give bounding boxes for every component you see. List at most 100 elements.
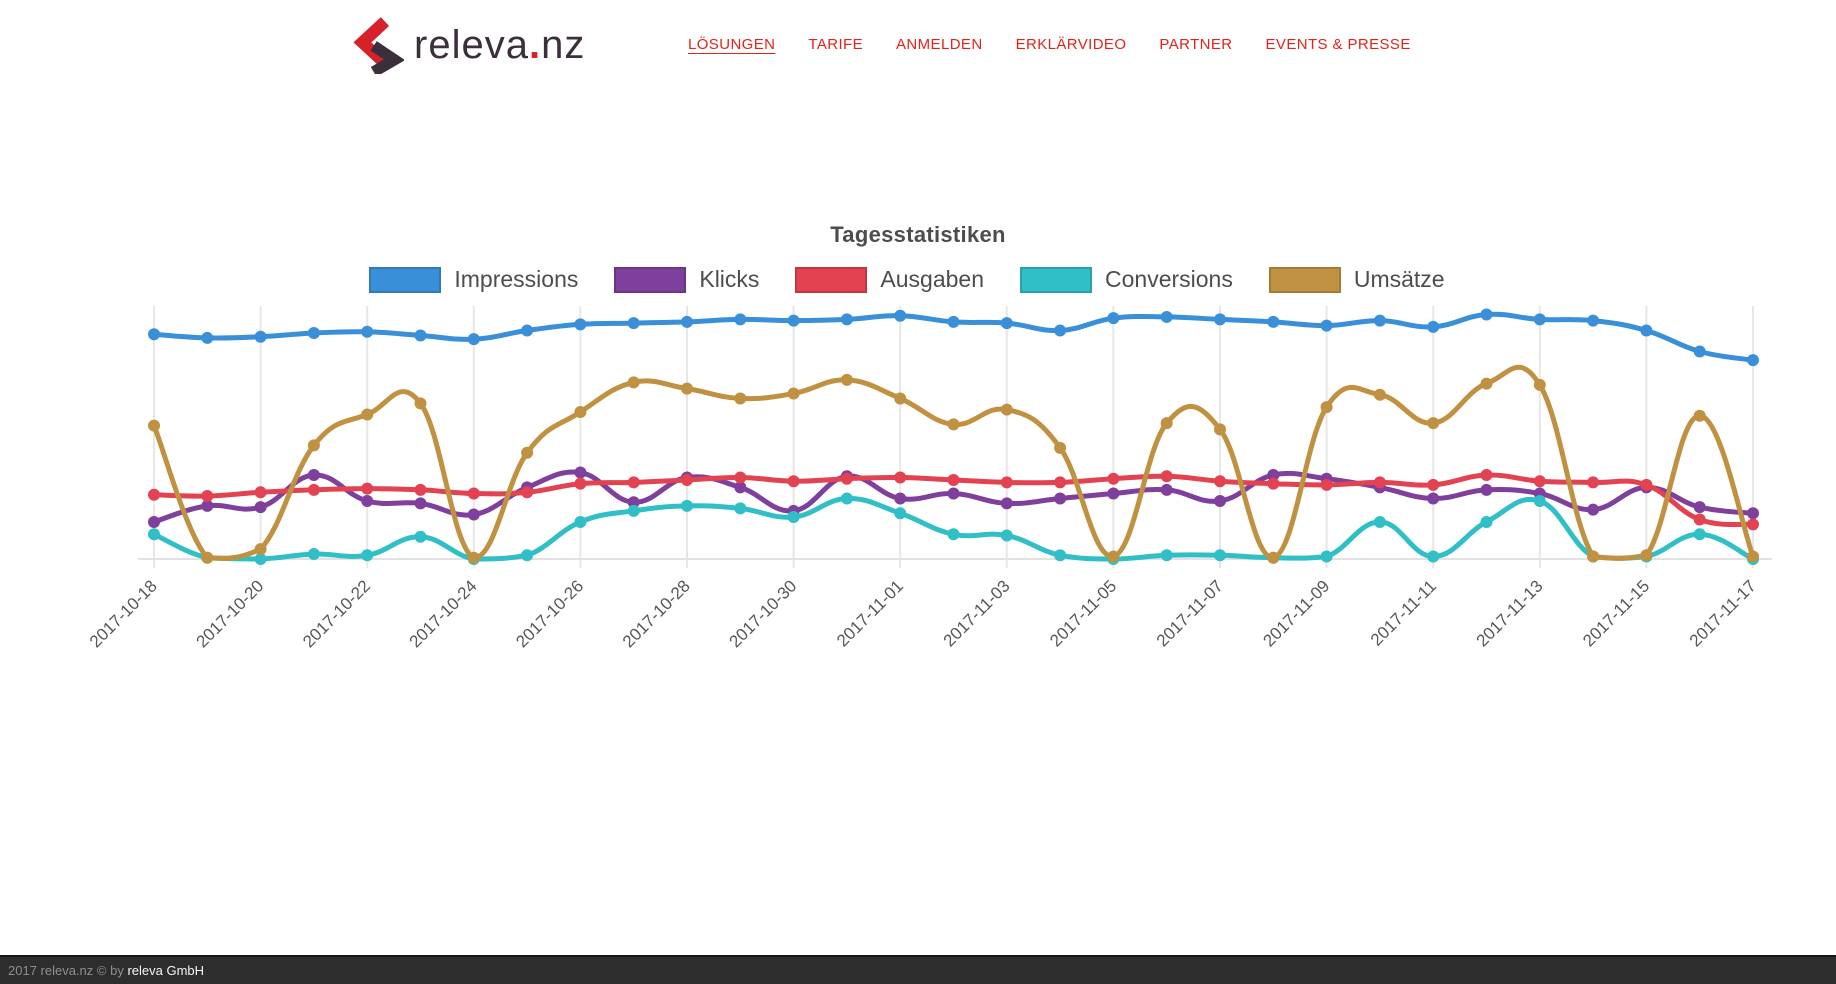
data-point[interactable] (627, 504, 640, 517)
data-point[interactable] (414, 483, 427, 496)
data-point[interactable] (787, 475, 800, 488)
data-point[interactable] (254, 553, 267, 565)
legend-item-klicks[interactable]: Klicks (614, 266, 759, 293)
nav-item-erklaervideo[interactable]: ERKLÄRVIDEO (1015, 36, 1127, 53)
data-point[interactable] (1107, 472, 1120, 485)
data-point[interactable] (574, 466, 587, 479)
data-point[interactable] (1693, 409, 1706, 422)
data-point[interactable] (254, 543, 267, 556)
data-point[interactable] (148, 419, 160, 432)
data-point[interactable] (361, 549, 374, 562)
data-point[interactable] (1107, 550, 1120, 563)
data-point[interactable] (1214, 313, 1226, 326)
data-point[interactable] (201, 499, 214, 512)
data-point[interactable] (1054, 476, 1067, 489)
data-point[interactable] (1693, 513, 1706, 526)
data-point[interactable] (787, 314, 800, 327)
data-point[interactable] (947, 487, 960, 500)
data-point[interactable] (1747, 518, 1759, 531)
data-point[interactable] (521, 446, 534, 459)
data-point[interactable] (1160, 549, 1173, 562)
data-point[interactable] (1373, 515, 1386, 528)
data-point[interactable] (1427, 492, 1440, 505)
data-point[interactable] (254, 501, 267, 514)
data-point[interactable] (1054, 549, 1067, 562)
releva-logo[interactable]: releva.nz (352, 16, 585, 74)
data-point[interactable] (361, 482, 374, 495)
data-point[interactable] (201, 331, 214, 344)
data-point[interactable] (148, 515, 160, 528)
data-point[interactable] (734, 471, 747, 484)
data-point[interactable] (1320, 319, 1333, 332)
data-point[interactable] (361, 494, 374, 507)
data-point[interactable] (1587, 503, 1600, 516)
data-point[interactable] (947, 418, 960, 431)
data-point[interactable] (1693, 501, 1706, 514)
data-point[interactable] (574, 318, 587, 331)
data-point[interactable] (840, 492, 853, 505)
data-point[interactable] (1267, 315, 1280, 328)
data-point[interactable] (1054, 441, 1067, 454)
data-point[interactable] (1160, 483, 1173, 496)
data-point[interactable] (521, 486, 534, 499)
data-point[interactable] (1693, 528, 1706, 541)
data-point[interactable] (201, 551, 214, 564)
data-point[interactable] (1320, 550, 1333, 563)
nav-item-partner[interactable]: PARTNER (1159, 36, 1233, 53)
data-point[interactable] (1427, 320, 1440, 333)
legend-item-umsätze[interactable]: Umsätze (1268, 266, 1445, 293)
data-point[interactable] (1267, 477, 1280, 490)
data-point[interactable] (1267, 551, 1280, 564)
data-point[interactable] (1000, 317, 1013, 330)
data-point[interactable] (627, 496, 640, 509)
data-point[interactable] (148, 488, 160, 501)
data-point[interactable] (1160, 470, 1173, 483)
data-point[interactable] (1214, 475, 1226, 488)
data-point[interactable] (1214, 549, 1226, 562)
data-point[interactable] (1533, 494, 1546, 507)
data-point[interactable] (734, 313, 747, 326)
data-point[interactable] (947, 528, 960, 541)
data-point[interactable] (1000, 476, 1013, 489)
data-point[interactable] (361, 408, 374, 421)
data-point[interactable] (1267, 469, 1280, 482)
data-point[interactable] (1427, 478, 1440, 491)
data-point[interactable] (894, 471, 907, 484)
data-point[interactable] (734, 481, 747, 494)
data-point[interactable] (1587, 314, 1600, 327)
data-point[interactable] (467, 508, 480, 521)
data-point[interactable] (148, 328, 160, 341)
data-point[interactable] (1107, 487, 1120, 500)
data-point[interactable] (148, 528, 160, 541)
data-point[interactable] (894, 392, 907, 405)
data-point[interactable] (734, 392, 747, 405)
data-point[interactable] (1480, 515, 1493, 528)
data-point[interactable] (467, 551, 480, 564)
data-point[interactable] (1533, 378, 1546, 391)
data-point[interactable] (1214, 494, 1226, 507)
data-point[interactable] (361, 325, 374, 338)
data-point[interactable] (787, 387, 800, 400)
nav-item-tarife[interactable]: TARIFE (808, 36, 864, 53)
data-point[interactable] (1640, 478, 1653, 491)
data-point[interactable] (734, 502, 747, 515)
data-point[interactable] (414, 397, 427, 410)
data-point[interactable] (574, 515, 587, 528)
data-point[interactable] (1427, 550, 1440, 563)
data-point[interactable] (1747, 354, 1759, 367)
data-point[interactable] (307, 548, 320, 561)
data-point[interactable] (574, 406, 587, 419)
data-point[interactable] (840, 472, 853, 485)
data-point[interactable] (681, 499, 693, 512)
nav-item-loesungen[interactable]: LÖSUNGEN (688, 36, 776, 53)
data-point[interactable] (1587, 476, 1600, 489)
data-point[interactable] (1373, 476, 1386, 489)
data-point[interactable] (894, 507, 907, 520)
data-point[interactable] (894, 309, 907, 322)
data-point[interactable] (1427, 417, 1440, 430)
data-point[interactable] (1160, 310, 1173, 323)
data-point[interactable] (840, 373, 853, 386)
data-point[interactable] (1054, 324, 1067, 337)
data-point[interactable] (1320, 478, 1333, 491)
data-point[interactable] (1214, 423, 1226, 436)
